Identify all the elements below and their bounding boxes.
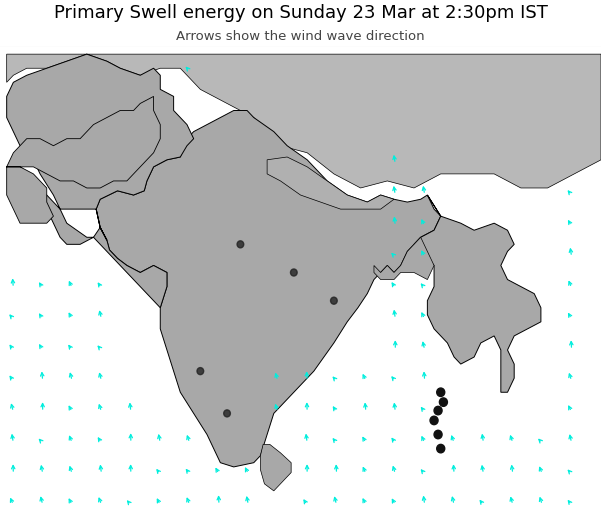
Polygon shape [260, 444, 291, 491]
Circle shape [237, 241, 244, 248]
Circle shape [224, 410, 230, 417]
Polygon shape [7, 96, 160, 223]
Circle shape [437, 388, 445, 396]
Circle shape [430, 416, 438, 424]
Polygon shape [7, 54, 194, 308]
Polygon shape [414, 195, 541, 392]
Circle shape [434, 407, 442, 415]
Text: Arrows show the wind wave direction: Arrows show the wind wave direction [176, 30, 425, 43]
Circle shape [290, 269, 297, 276]
Circle shape [331, 297, 337, 304]
Circle shape [197, 368, 204, 375]
Text: Primary Swell energy on Sunday 23 Mar at 2:30pm IST: Primary Swell energy on Sunday 23 Mar at… [53, 4, 548, 22]
Polygon shape [374, 237, 434, 280]
Polygon shape [96, 111, 441, 467]
Circle shape [437, 444, 445, 453]
Circle shape [434, 430, 442, 439]
Polygon shape [7, 54, 601, 188]
Polygon shape [267, 157, 394, 209]
Circle shape [439, 398, 447, 407]
